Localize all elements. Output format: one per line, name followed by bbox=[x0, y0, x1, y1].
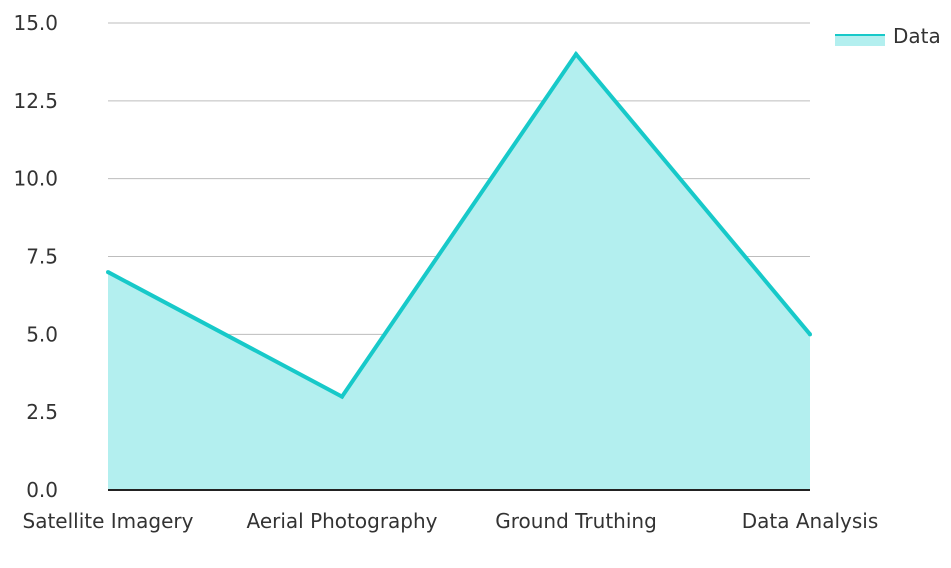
series-area-fill bbox=[108, 54, 810, 491]
y-tick-label: 0.0 bbox=[26, 478, 58, 502]
series-line bbox=[107, 50, 812, 400]
y-axis-ticks: 0.0 2.5 5.0 7.5 10.0 12.5 15.0 bbox=[13, 11, 58, 502]
y-tick-label: 15.0 bbox=[13, 11, 58, 35]
x-axis-ticks: Satellite Imagery Aerial Photography Groun… bbox=[23, 509, 879, 533]
x-tick-label: Ground Truthing bbox=[495, 509, 657, 533]
y-tick-label: 2.5 bbox=[26, 400, 58, 424]
legend-label: Data bbox=[893, 24, 941, 48]
y-tick-label: 5.0 bbox=[26, 322, 58, 346]
data-point bbox=[808, 332, 812, 337]
x-tick-label: Aerial Photography bbox=[246, 509, 437, 533]
y-tick-label: 12.5 bbox=[13, 89, 58, 113]
y-tick-label: 10.0 bbox=[13, 167, 58, 191]
x-tick-label: Data Analysis bbox=[742, 509, 879, 533]
data-point bbox=[106, 270, 110, 275]
legend-swatch-fill bbox=[835, 36, 885, 46]
plot-area bbox=[106, 50, 812, 491]
data-point bbox=[574, 52, 578, 57]
legend: Data bbox=[835, 24, 941, 48]
data-point bbox=[340, 394, 344, 399]
y-tick-label: 7.5 bbox=[26, 245, 58, 269]
x-tick-label: Satellite Imagery bbox=[23, 509, 194, 533]
